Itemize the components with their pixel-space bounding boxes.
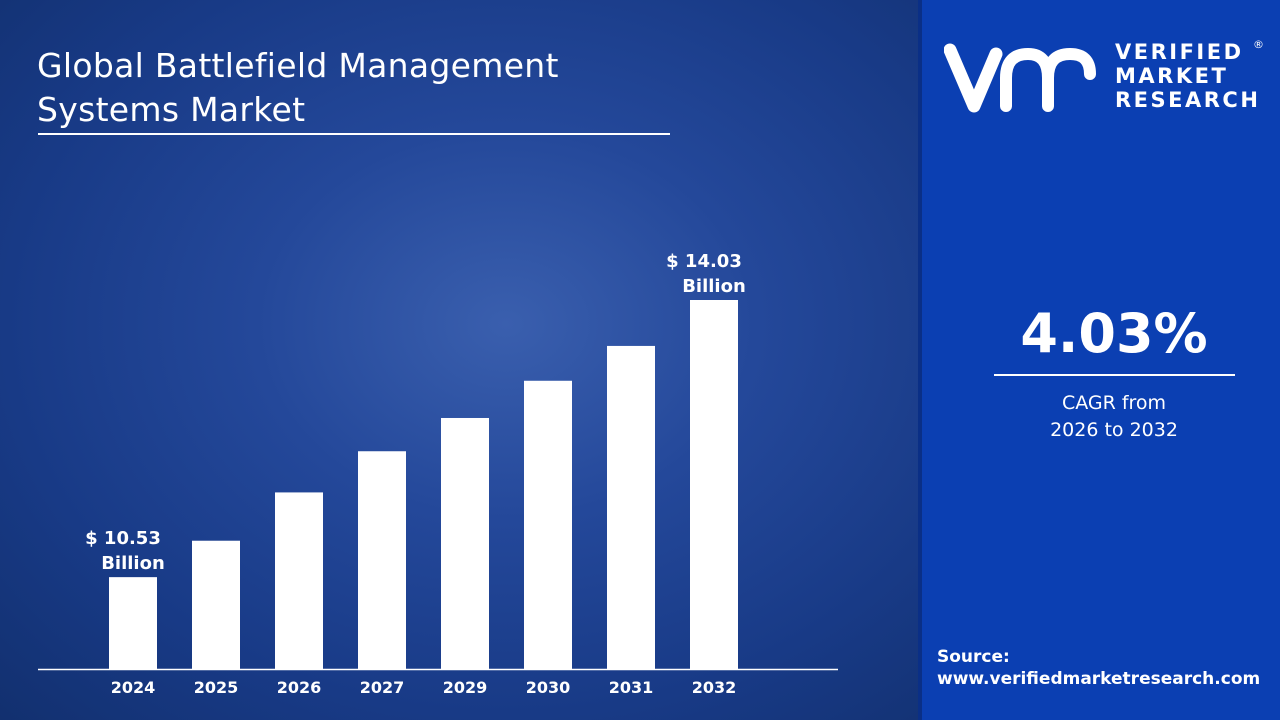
cagr-label-1: CAGR from [1061,392,1167,414]
bar-chart: 2024 2025 2026 2027 2029 2030 2031 2032 $ 10.53… [0,0,920,720]
vmr-logo-icon [944,43,1096,113]
x-tick-label: 2024 [111,678,156,697]
info-panel [920,0,1280,720]
data-label: $ 14.03 [666,251,742,272]
bar-2032 [690,300,738,669]
x-tick-label: 2032 [692,678,737,697]
x-tick-label: 2030 [526,678,571,697]
x-tick-label: 2026 [277,678,322,697]
source-url[interactable]: www.verifiedmarketresearch.com [937,669,1261,689]
title-line-2: Systems Market [37,90,306,129]
title-line-1: Global Battlefield Management [37,46,559,85]
data-label: Billion [101,553,165,574]
cagr-label: CAGR from 2026 to 2032 [994,390,1234,444]
x-tick-label: 2029 [443,678,488,697]
panel-divider [918,0,922,720]
bar-2024 [109,577,157,669]
bar-2031 [607,345,655,669]
title-underline [38,133,670,135]
brand-line-2: MARKET [1115,64,1229,88]
x-tick-label: 2031 [609,678,654,697]
x-tick-label: 2027 [360,678,405,697]
data-label: Billion [682,276,746,297]
chart-title: Global Battlefield Management Systems Ma… [37,44,559,132]
x-tick-label: 2025 [194,678,239,697]
cagr-label-2: 2026 to 2032 [1050,419,1178,441]
bar-2025 [192,540,240,669]
source: Source: www.verifiedmarketresearch.com [937,646,1260,690]
brand-line-1: VERIFIED [1115,40,1244,64]
bar-2027 [358,451,406,669]
cagr-value: 4.03% [1020,302,1208,365]
registered-mark: ® [1253,38,1264,51]
data-label: $ 10.53 [85,528,161,549]
brand-name: VERIFIED MARKET RESEARCH [1115,40,1260,112]
bar-2026 [275,492,323,669]
bar-2030 [524,380,572,669]
bar-2029 [441,417,489,669]
brand-line-3: RESEARCH [1115,88,1261,112]
source-label: Source: [937,647,1010,667]
cagr-divider [994,374,1235,376]
